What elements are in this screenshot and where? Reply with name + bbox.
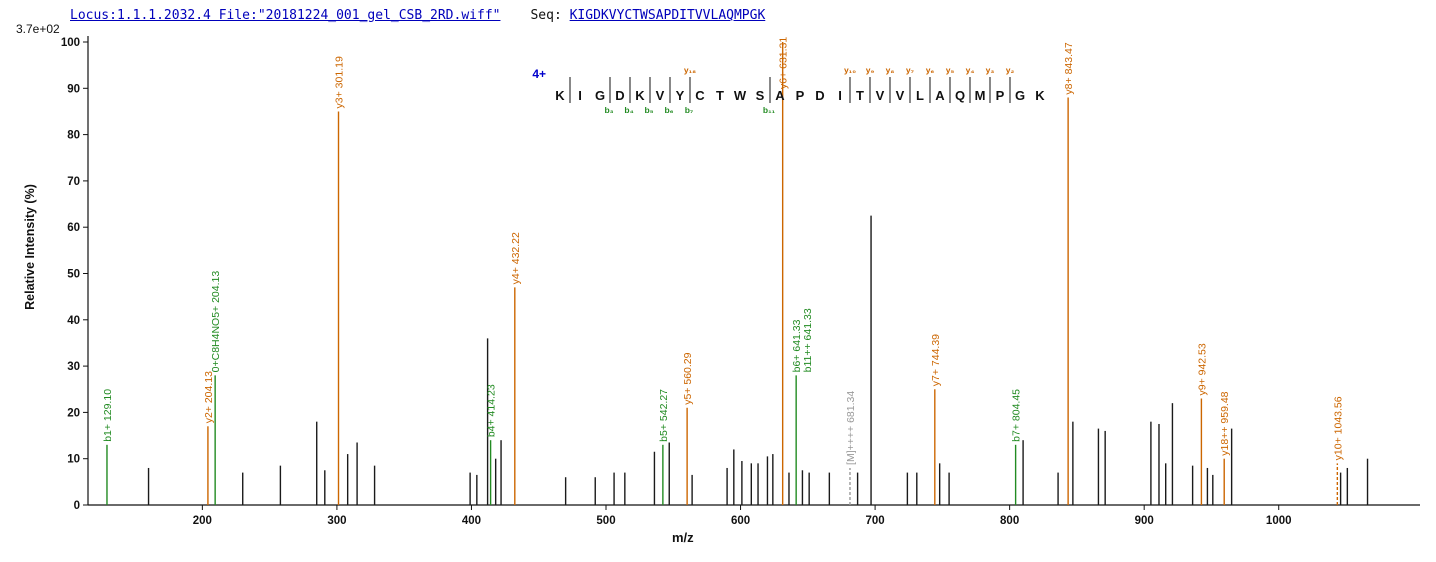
y-ion-label: y₂ [1006,65,1015,75]
x-tick-label: 800 [1000,515,1019,527]
sequence-residue: D [815,88,824,103]
sequence-residue: Y [676,88,685,103]
header: Locus:1.1.1.2032.4 File:"20181224_001_ge… [70,8,765,23]
precursor-charge-label: 4+ [532,67,546,81]
y-ion-label: y₇ [906,65,915,75]
y-tick-label: 10 [67,454,80,466]
sequence-residue: V [896,88,905,103]
sequence-residue: P [796,88,805,103]
y-tick-label: 20 [67,407,80,419]
peak-annotation: y18++ 959.48 [1219,391,1231,455]
y-tick-label: 80 [67,130,80,142]
max-intensity-label: 3.7e+02 [16,22,60,36]
b-ion-label: b₄ [624,105,633,115]
sequence-residue: K [555,88,565,103]
sequence-residue: A [935,88,945,103]
x-tick-label: 300 [327,515,346,527]
sequence-residue: S [756,88,765,103]
y-ion-label: y₈ [886,65,895,75]
y-ion-label: y₅ [946,65,955,75]
sequence-residue: G [1015,88,1025,103]
locus-file-link[interactable]: Locus:1.1.1.2032.4 File:"20181224_001_ge… [70,8,501,23]
y-tick-label: 40 [67,315,80,327]
sequence-residue: T [856,88,864,103]
b-ion-label: b₇ [685,105,694,115]
y-ion-label: y₉ [866,65,875,75]
y-ion-label: y₁₈ [684,65,696,75]
peak-annotation: y9+ 942.53 [1196,343,1208,395]
peak-annotation: y8+ 843.47 [1063,42,1075,94]
y-ion-label: y₄ [966,65,975,75]
peak-annotation: y4+ 432.22 [510,232,522,284]
sequence-residue: D [615,88,624,103]
sequence-residue: K [635,88,645,103]
x-tick-label: 600 [731,515,750,527]
b-ion-label: b₃ [604,105,613,115]
sequence-residue: T [716,88,724,103]
x-tick-label: 900 [1135,515,1154,527]
peak-annotation: b7+ 804.45 [1011,389,1023,442]
sequence-residue: V [656,88,665,103]
y-tick-label: 70 [67,176,80,188]
sequence-residue: K [1035,88,1045,103]
sequence-residue: V [876,88,885,103]
x-tick-label: 1000 [1266,515,1292,527]
peak-annotation: b5+ 542.27 [658,389,670,442]
sequence-residue: G [595,88,605,103]
sequence-residue: Q [955,88,965,103]
sequence-residue: L [916,88,924,103]
sequence-residue: C [695,88,705,103]
sequence-residue: P [996,88,1005,103]
y-tick-label: 30 [67,361,80,373]
sequence-residue: M [975,88,986,103]
sequence-residue: A [775,88,785,103]
b-ion-label: b₅ [644,105,653,115]
sequence-link[interactable]: KIGDKVYCTWSAPDITVVLAQMPGK [569,8,766,23]
peak-annotation: y7+ 744.39 [930,334,942,386]
y-tick-label: 0 [74,500,80,512]
peak-annotation: y10+ 1043.56 [1332,396,1344,460]
y-tick-label: 50 [67,269,80,281]
peak-annotation: b11++ 641.33 [802,308,814,372]
peak-annotation: y6+ 631.31 [778,37,790,89]
y-ion-label: y₁₀ [844,65,856,75]
x-tick-label: 700 [865,515,884,527]
x-tick-label: 500 [596,515,615,527]
x-tick-label: 200 [193,515,212,527]
peak-annotation: b4+ 414.23 [486,384,498,437]
y-tick-label: 100 [61,37,80,49]
peak-annotation: y2+ 204.13 [203,371,215,423]
x-axis-title: m/z [672,530,694,545]
peak-annotation: y3+ 301.19 [334,56,346,108]
y-tick-label: 60 [67,222,80,234]
sequence-residue: I [578,88,582,103]
y-ion-label: y₆ [926,65,935,75]
b-ion-label: b₁₁ [763,105,776,115]
peak-annotation: b6+ 641.33 [791,319,803,372]
peak-annotation: b1+ 129.10 [102,389,114,442]
seq-label: Seq: [530,8,570,23]
y-tick-label: 90 [67,83,80,95]
peak-annotation: [M]++++ 681.34 [845,391,857,465]
peak-annotation: 0+C8H4NO5+ 204.13 [210,271,222,373]
sequence-residue: W [734,88,747,103]
sequence-residue: I [838,88,842,103]
y-ion-label: y₃ [986,65,995,75]
b-ion-label: b₆ [664,105,673,115]
peak-annotation: y5+ 560.29 [682,352,694,404]
x-tick-label: 400 [462,515,481,527]
